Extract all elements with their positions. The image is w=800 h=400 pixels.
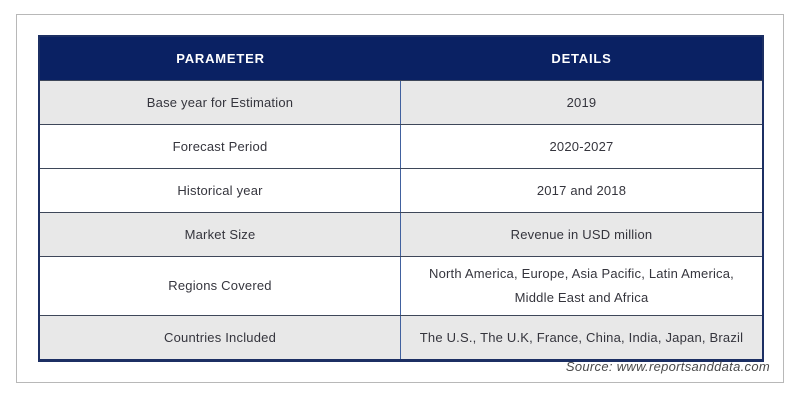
details-cell: The U.S., The U.K, France, China, India,… (419, 329, 744, 345)
column-header-details: DETAILS (551, 51, 612, 66)
parameter-cell: Historical year (40, 169, 401, 212)
source-attribution: Source: www.reportsanddata.com (565, 359, 770, 374)
table-row: Historical year 2017 and 2018 (40, 168, 762, 212)
details-cell: 2019 (566, 94, 597, 110)
table-row: Regions Covered North America, Europe, A… (40, 256, 762, 315)
parameter-cell: Regions Covered (40, 257, 401, 315)
details-cell: Revenue in USD million (510, 226, 653, 242)
parameter-cell: Market Size (40, 213, 401, 256)
outer-frame: PARAMETER DETAILS Base year for Estimati… (16, 14, 784, 383)
report-scope-table: PARAMETER DETAILS Base year for Estimati… (38, 35, 764, 362)
details-cell: 2017 and 2018 (536, 182, 627, 198)
table-body: Base year for Estimation 2019 Forecast P… (40, 80, 762, 359)
parameter-cell: Base year for Estimation (40, 81, 401, 124)
parameter-cell: Forecast Period (40, 125, 401, 168)
parameter-cell: Countries Included (40, 316, 401, 359)
details-cell: North America, Europe, Asia Pacific, Lat… (429, 266, 734, 305)
details-cell: 2020-2027 (549, 138, 614, 154)
table-row: Base year for Estimation 2019 (40, 80, 762, 124)
table-row: Forecast Period 2020-2027 (40, 124, 762, 168)
table-header-row: PARAMETER DETAILS (40, 37, 762, 80)
table-row: Market Size Revenue in USD million (40, 212, 762, 256)
column-header-parameter: PARAMETER (176, 51, 265, 66)
table-row: Countries Included The U.S., The U.K, Fr… (40, 315, 762, 359)
